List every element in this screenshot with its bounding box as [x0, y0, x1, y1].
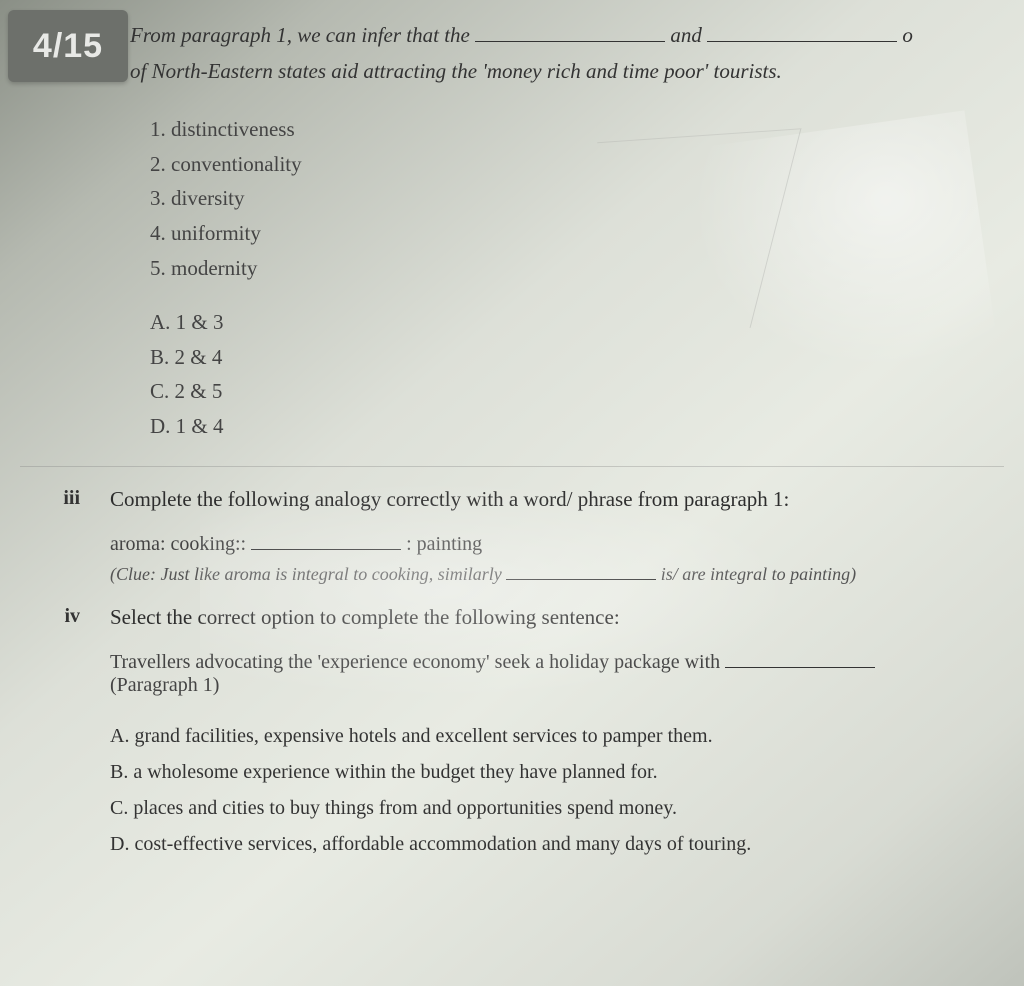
blank-1[interactable]: [475, 21, 665, 42]
answer-option[interactable]: D. 1 & 4: [150, 410, 1004, 443]
clue-prefix: (Clue: Just like aroma is integral to co…: [110, 564, 502, 584]
q2-stem-part1: From paragraph 1, we can infer that the: [130, 23, 470, 47]
blank-clue[interactable]: [506, 562, 656, 580]
answer-option[interactable]: A. 1 & 3: [150, 306, 1004, 339]
q2-stem-part2: of North-Eastern states aid attracting t…: [130, 59, 782, 83]
blank-q4[interactable]: [725, 648, 875, 668]
answer-option[interactable]: B. 2 & 4: [150, 341, 1004, 374]
q4-body: Select the correct option to complete th…: [110, 605, 1004, 863]
q3-analogy: aroma: cooking:: : painting: [110, 530, 984, 556]
worksheet-page: 4/15 From paragraph 1, we can infer that…: [0, 0, 1024, 986]
analogy-left: aroma: cooking::: [110, 533, 246, 555]
q3-prompt: Complete the following analogy correctly…: [110, 487, 984, 512]
wb-item: 3. diversity: [150, 182, 1004, 215]
progress-badge: 4/15: [8, 10, 128, 82]
wb-item: 5. modernity: [150, 252, 1004, 285]
blank-2[interactable]: [707, 21, 897, 42]
divider-line: [20, 466, 1004, 467]
q2-and: and: [670, 23, 702, 47]
q4-sentence-wrap: Travellers advocating the 'experience ec…: [110, 648, 984, 697]
q2-answer-choices: A. 1 & 3 B. 2 & 4 C. 2 & 5 D. 1 & 4: [150, 306, 1004, 442]
q4-sentence: Travellers advocating the 'experience ec…: [110, 651, 720, 673]
blank-analogy[interactable]: [251, 530, 401, 550]
q3-clue: (Clue: Just like aroma is integral to co…: [110, 562, 984, 585]
q2-stem: From paragraph 1, we can infer that the …: [130, 18, 1004, 89]
wb-item: 4. uniformity: [150, 217, 1004, 250]
q4-label: iv: [20, 605, 110, 863]
q3-section: iii Complete the following analogy corre…: [20, 487, 1004, 585]
answer-option[interactable]: D. cost-effective services, affordable a…: [110, 827, 984, 861]
q4-options: A. grand facilities, expensive hotels an…: [110, 719, 984, 861]
q4-prompt: Select the correct option to complete th…: [110, 605, 984, 630]
progress-text: 4/15: [33, 27, 103, 66]
q3-label: iii: [20, 487, 110, 585]
wb-item: 2. conventionality: [150, 148, 1004, 181]
answer-option[interactable]: B. a wholesome experience within the bud…: [110, 755, 984, 789]
answer-option[interactable]: A. grand facilities, expensive hotels an…: [110, 719, 984, 753]
analogy-right: : painting: [406, 533, 482, 555]
q3-body: Complete the following analogy correctly…: [110, 487, 1004, 585]
q2-stem-of: o: [902, 23, 913, 47]
wb-item: 1. distinctiveness: [150, 113, 1004, 146]
answer-option[interactable]: C. places and cities to buy things from …: [110, 791, 984, 825]
answer-option[interactable]: C. 2 & 5: [150, 375, 1004, 408]
q4-para-ref: (Paragraph 1): [110, 674, 219, 696]
q4-section: iv Select the correct option to complete…: [20, 605, 1004, 863]
clue-suffix: is/ are integral to painting): [661, 564, 856, 584]
q2-word-bank: 1. distinctiveness 2. conventionality 3.…: [150, 113, 1004, 284]
